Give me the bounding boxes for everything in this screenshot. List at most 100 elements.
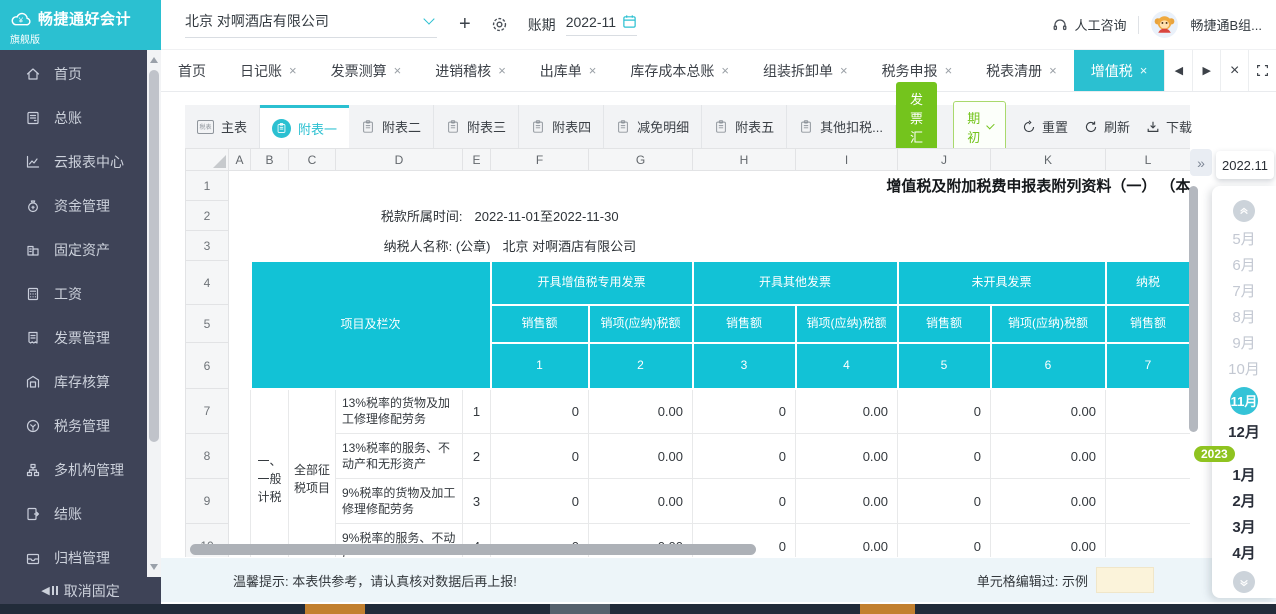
subtab-appendix-3[interactable]: 附表三 (434, 105, 520, 148)
subtab-appendix-1[interactable]: 附表一 (260, 105, 350, 148)
cell-value[interactable]: 0.00 (990, 478, 1106, 524)
month-item[interactable]: 6月 (1232, 257, 1256, 274)
initial-balance-button[interactable]: 期初 (952, 100, 1006, 153)
column-header[interactable]: A (228, 148, 251, 171)
row-group-all-taxable-items[interactable]: 全部征税项目 (288, 388, 336, 557)
close-icon[interactable]: × (839, 63, 848, 78)
cell-value[interactable]: 0.00 (588, 433, 693, 479)
column-header[interactable]: D (335, 148, 463, 171)
row-group-general-taxation[interactable]: 一、一般计税 (250, 388, 289, 557)
column-header[interactable]: F (490, 148, 589, 171)
month-item[interactable]: 9月 (1232, 335, 1256, 352)
current-period-chip[interactable]: 2022.11 (1216, 151, 1274, 179)
column-header[interactable]: C (288, 148, 336, 171)
cell-value[interactable]: 0.00 (990, 388, 1106, 434)
row-header[interactable]: 9 (185, 478, 229, 524)
cell-value[interactable]: 0.00 (990, 523, 1106, 557)
month-item[interactable]: 5月 (1232, 231, 1256, 248)
row-header[interactable]: 3 (185, 230, 229, 261)
close-all-tabs-button[interactable]: × (1220, 50, 1248, 91)
cell-value[interactable]: 0 (897, 388, 991, 434)
row-header[interactable]: 5 (185, 304, 229, 343)
cell-value[interactable]: 0 (897, 478, 991, 524)
close-icon[interactable]: × (289, 63, 297, 78)
cell-value[interactable]: 0.00 (795, 388, 898, 434)
reset-button[interactable]: 重置 (1022, 117, 1068, 136)
row-header[interactable]: 6 (185, 342, 229, 389)
cell-value[interactable]: 0.00 (795, 433, 898, 479)
cell-value[interactable]: 0.00 (588, 388, 693, 434)
gear-icon[interactable] (491, 16, 508, 33)
row-header[interactable]: 1 (185, 170, 229, 201)
cell-value[interactable]: 0 (692, 478, 796, 524)
sidebar-item-payroll[interactable]: 工资 (0, 272, 147, 316)
sidebar-item-multi-org[interactable]: 多机构管理 (0, 448, 147, 492)
sidebar-item-general-ledger[interactable]: 总账 (0, 96, 147, 140)
sidebar-item-fixed-assets[interactable]: 固定资产 (0, 228, 147, 272)
horizontal-scrollbar-thumb[interactable] (190, 544, 756, 555)
tab-vat[interactable]: 增值税 × (1073, 50, 1165, 91)
add-company-button[interactable]: + (459, 13, 471, 35)
close-icon[interactable]: × (498, 63, 506, 78)
month-item[interactable]: 1月 (1232, 467, 1256, 484)
username[interactable]: 畅捷通B组... (1190, 18, 1262, 33)
cell-value[interactable]: 0 (897, 523, 991, 557)
cell-value[interactable]: 0.00 (795, 478, 898, 524)
cell-value[interactable]: 0 (692, 388, 796, 434)
column-header[interactable]: J (897, 148, 991, 171)
month-item[interactable]: 4月 (1232, 545, 1256, 562)
vertical-scrollbar-thumb[interactable] (1189, 186, 1198, 432)
column-header[interactable]: L (1105, 148, 1190, 171)
cell-value[interactable] (1105, 523, 1190, 557)
row-index[interactable]: 1 (462, 388, 491, 434)
month-item[interactable]: 12月 (1228, 424, 1260, 441)
company-selector[interactable]: 北京 对啊酒店有限公司 (185, 11, 437, 38)
sidebar-scrollbar[interactable] (147, 50, 161, 577)
row-index[interactable]: 3 (462, 478, 491, 524)
tab-scroll-right-button[interactable]: ▶ (1192, 50, 1220, 91)
column-header[interactable]: I (795, 148, 898, 171)
tab-home[interactable]: 首页 (178, 62, 206, 79)
subtab-deduction-detail[interactable]: 减免明细 (604, 105, 703, 148)
cell-value[interactable] (1105, 388, 1190, 434)
month-item-current[interactable]: 11月 (1230, 387, 1258, 415)
cell-value[interactable] (1105, 478, 1190, 524)
month-item[interactable]: 3月 (1232, 519, 1256, 536)
tab-purchase-sales-audit[interactable]: 进销稽核 × (435, 62, 506, 79)
column-header[interactable]: H (692, 148, 796, 171)
cell-value[interactable]: 0.00 (990, 433, 1106, 479)
sidebar-item-closing[interactable]: 结账 (0, 492, 147, 536)
tab-assembly-order[interactable]: 组装拆卸单 × (762, 62, 848, 79)
close-icon[interactable]: × (393, 63, 402, 78)
close-icon[interactable]: × (1139, 63, 1148, 78)
month-item[interactable]: 8月 (1232, 309, 1256, 326)
row-desc[interactable]: 13%税率的货物及加工修理修配劳务 (335, 388, 463, 434)
fullscreen-icon[interactable] (1248, 50, 1276, 91)
column-header[interactable]: G (588, 148, 693, 171)
cell-value[interactable]: 0 (692, 433, 796, 479)
row-header[interactable]: 2 (185, 200, 229, 231)
cell-value[interactable]: 0.00 (588, 478, 693, 524)
close-icon[interactable]: × (588, 63, 597, 78)
tab-scroll-left-button[interactable]: ◀ (1164, 50, 1192, 91)
refresh-button[interactable]: 刷新 (1084, 117, 1130, 136)
row-header[interactable]: 7 (185, 388, 229, 434)
human-support-button[interactable]: 人工咨询 (1052, 15, 1126, 34)
user-avatar[interactable] (1151, 11, 1179, 38)
column-header[interactable]: E (462, 148, 491, 171)
subtab-other-tax-deduction[interactable]: 其他扣税... (787, 105, 896, 148)
subtab-main-sheet[interactable]: 税表 主表 (185, 105, 261, 148)
month-item[interactable]: 7月 (1232, 283, 1256, 300)
tab-inventory-cost-ledger[interactable]: 库存成本总账 × (630, 62, 729, 79)
scroll-months-down-button[interactable] (1233, 571, 1255, 593)
row-index[interactable]: 2 (462, 433, 491, 479)
row-desc[interactable]: 9%税率的货物及加工修理修配劳务 (335, 478, 463, 524)
column-header[interactable]: B (250, 148, 289, 171)
expand-panel-button[interactable]: » (1190, 149, 1212, 176)
unpin-sidebar-button[interactable]: ◀ 取消固定 (0, 577, 161, 604)
download-button[interactable]: 下载 (1146, 117, 1192, 136)
tab-tax-filing[interactable]: 税务申报 × (881, 62, 953, 79)
cell-value[interactable]: 0 (490, 478, 589, 524)
sidebar-item-invoice[interactable]: 发票管理 (0, 316, 147, 360)
sidebar-item-funds[interactable]: 资金管理 (0, 184, 147, 228)
